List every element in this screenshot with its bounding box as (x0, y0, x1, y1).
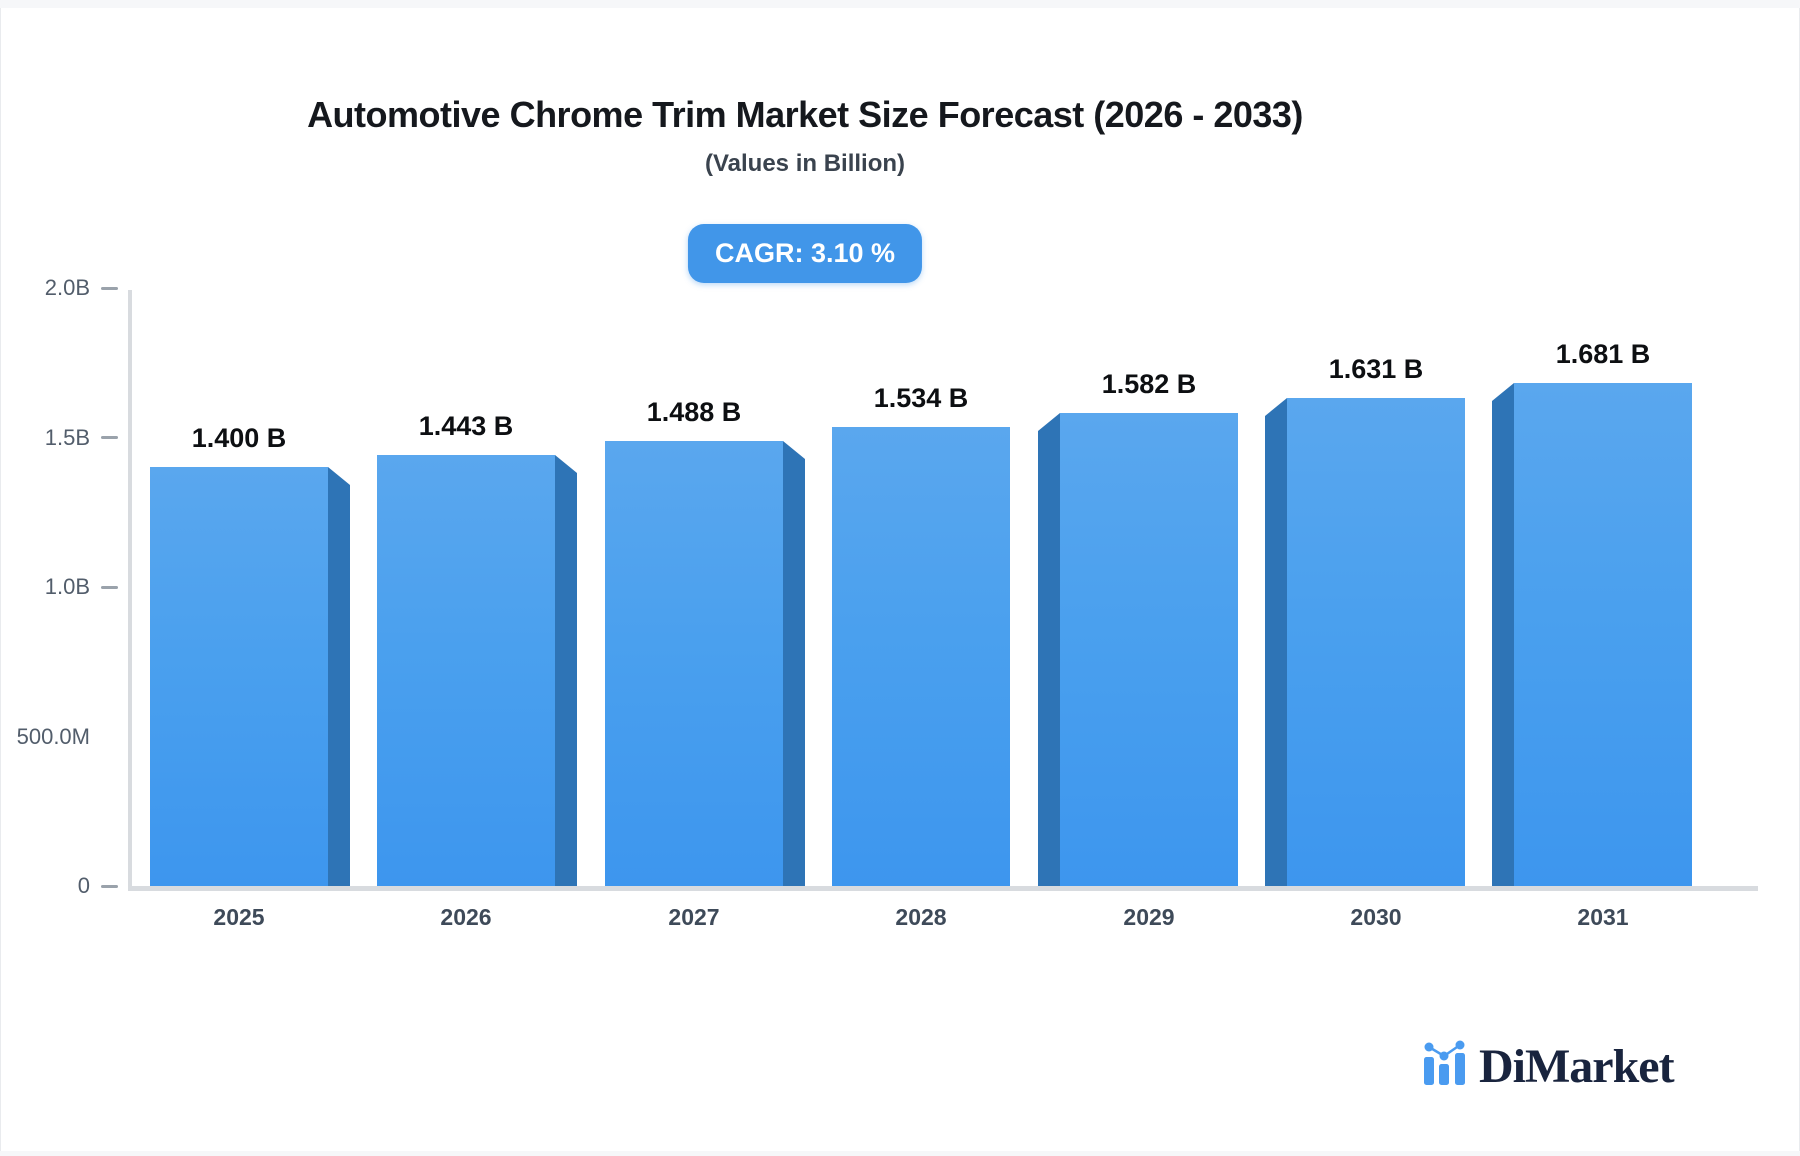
bar-side-face (328, 467, 350, 886)
bar-face (1060, 413, 1238, 886)
bar-face (1287, 398, 1465, 886)
brand-logo-text: DiMarket (1479, 1040, 1675, 1093)
y-tick-label: 0 (77, 873, 90, 898)
bar-side-face (783, 441, 805, 886)
bar-value-label: 1.534 B (873, 383, 969, 413)
bar-2025 (150, 467, 350, 886)
y-tick: 1.0B (0, 573, 118, 601)
bar-2031 (1492, 383, 1692, 886)
y-tick-label: 500.0M (16, 723, 90, 749)
y-tick-dash (101, 884, 118, 888)
x-axis-line (128, 886, 1758, 891)
x-axis-label-2025: 2025 (213, 904, 265, 930)
bar-face (605, 441, 783, 886)
chart-subtitle: (Values in Billion) (704, 150, 906, 177)
y-tick: 500.0M (0, 723, 118, 751)
y-tick: 0 (0, 872, 118, 900)
bar-2030 (1265, 398, 1465, 886)
bar-value-label: 1.488 B (646, 397, 742, 427)
y-tick-dash (101, 436, 118, 439)
bar-chart-trend-icon (1423, 1040, 1467, 1091)
x-axis-label-2026: 2026 (440, 904, 492, 930)
bar-side-face (1265, 398, 1287, 886)
bar-2027 (605, 441, 805, 886)
x-axis-label-2028: 2028 (895, 904, 947, 930)
x-axis-label-2031: 2031 (1577, 904, 1629, 930)
x-axis-label-2029: 2029 (1123, 904, 1175, 930)
bar-2028 (832, 427, 1010, 886)
bar-value-label: 1.400 B (191, 423, 287, 453)
y-axis-line (128, 290, 132, 886)
y-tick-dash (101, 286, 118, 290)
bar-2029 (1038, 413, 1238, 886)
bar-value-label: 1.631 B (1328, 354, 1424, 384)
bar-face (832, 427, 1010, 886)
chart-title: Automotive Chrome Trim Market Size Forec… (307, 94, 1303, 135)
cagr-badge: CAGR: 3.10 % (687, 224, 923, 283)
y-tick: 2.0B (0, 274, 118, 302)
bar-face (150, 467, 328, 886)
x-axis-label-2030: 2030 (1350, 904, 1402, 930)
y-tick-label: 1.5B (44, 424, 90, 450)
bar-side-face (1492, 383, 1514, 886)
bar-2026 (377, 455, 577, 886)
y-tick-label: 2.0B (44, 275, 90, 300)
bar-value-label: 1.582 B (1101, 369, 1197, 399)
bar-value-label: 1.681 B (1555, 339, 1651, 369)
y-tick: 1.5B (0, 424, 118, 452)
y-tick-label: 1.0B (44, 574, 90, 599)
bar-side-face (1038, 413, 1060, 886)
bar-side-face (555, 455, 577, 886)
bar-face (1514, 383, 1692, 886)
bar-value-label: 1.443 B (418, 411, 514, 441)
y-tick-dash (101, 585, 118, 589)
bar-face (377, 455, 555, 886)
x-axis-label-2027: 2027 (668, 904, 720, 930)
brand-logo: DiMarket (1423, 1040, 1675, 1093)
